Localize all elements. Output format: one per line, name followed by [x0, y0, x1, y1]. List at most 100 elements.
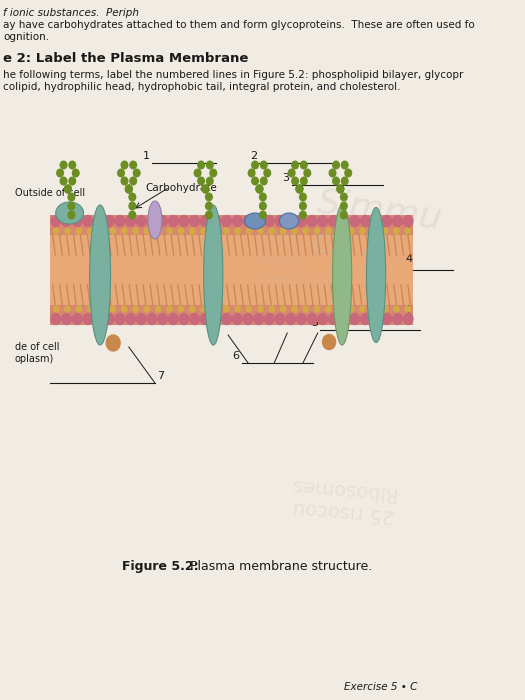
Circle shape	[129, 193, 135, 201]
Circle shape	[349, 306, 354, 312]
Circle shape	[360, 228, 365, 234]
Circle shape	[169, 216, 178, 227]
Circle shape	[83, 216, 92, 227]
Circle shape	[329, 314, 338, 325]
Circle shape	[51, 216, 60, 227]
Circle shape	[383, 228, 388, 234]
Circle shape	[265, 216, 274, 227]
Circle shape	[337, 186, 344, 192]
Circle shape	[246, 306, 251, 312]
Circle shape	[361, 216, 370, 227]
Text: 25 risocou
Ribosomes: 25 risocou Ribosomes	[287, 475, 397, 525]
Circle shape	[110, 228, 116, 234]
Circle shape	[65, 306, 70, 312]
Circle shape	[326, 306, 331, 312]
Circle shape	[248, 169, 255, 177]
Circle shape	[201, 228, 206, 234]
Circle shape	[104, 216, 114, 227]
Circle shape	[286, 314, 296, 325]
Circle shape	[72, 169, 79, 177]
Circle shape	[292, 228, 297, 234]
Circle shape	[129, 202, 135, 210]
Text: he following terms, label the numbered lines in Figure 5.2: phospholipid bilayer: he following terms, label the numbered l…	[4, 70, 464, 92]
Circle shape	[99, 228, 104, 234]
Circle shape	[371, 306, 376, 312]
Text: e 2: Label the Plasma Membrane: e 2: Label the Plasma Membrane	[4, 52, 249, 65]
Circle shape	[60, 177, 67, 185]
Circle shape	[51, 314, 60, 325]
Circle shape	[147, 216, 156, 227]
Circle shape	[211, 314, 221, 325]
Circle shape	[125, 186, 132, 192]
Circle shape	[198, 177, 204, 185]
Circle shape	[65, 186, 71, 192]
Circle shape	[125, 186, 132, 192]
Circle shape	[202, 186, 209, 192]
Circle shape	[394, 306, 399, 312]
Circle shape	[155, 306, 161, 312]
Circle shape	[201, 306, 206, 312]
Circle shape	[72, 314, 82, 325]
Circle shape	[337, 228, 342, 234]
Circle shape	[252, 161, 258, 169]
Circle shape	[318, 216, 328, 227]
Circle shape	[121, 161, 128, 169]
Text: Exercise 5 • C: Exercise 5 • C	[344, 682, 417, 692]
Circle shape	[264, 169, 270, 177]
Ellipse shape	[366, 207, 386, 342]
Circle shape	[68, 202, 75, 210]
Circle shape	[167, 306, 172, 312]
Circle shape	[106, 335, 120, 351]
Circle shape	[341, 211, 347, 219]
Circle shape	[62, 314, 71, 325]
Circle shape	[76, 306, 81, 312]
Circle shape	[69, 177, 76, 185]
Circle shape	[190, 306, 195, 312]
Circle shape	[178, 306, 184, 312]
Circle shape	[190, 216, 200, 227]
Circle shape	[360, 306, 365, 312]
Text: ay have carbohydrates attached to them and form glycoproteins.  These are often : ay have carbohydrates attached to them a…	[4, 20, 475, 30]
Circle shape	[233, 314, 242, 325]
Circle shape	[260, 161, 267, 169]
Circle shape	[129, 211, 135, 219]
Circle shape	[329, 169, 336, 177]
Circle shape	[280, 306, 286, 312]
Circle shape	[68, 193, 75, 201]
Circle shape	[233, 216, 242, 227]
Circle shape	[206, 177, 213, 185]
Circle shape	[297, 216, 306, 227]
Circle shape	[405, 306, 411, 312]
Circle shape	[60, 161, 67, 169]
Circle shape	[371, 216, 381, 227]
Circle shape	[121, 177, 128, 185]
Circle shape	[133, 169, 140, 177]
Circle shape	[201, 216, 210, 227]
Circle shape	[211, 216, 221, 227]
Circle shape	[254, 314, 264, 325]
Ellipse shape	[279, 213, 299, 229]
Circle shape	[104, 314, 114, 325]
Circle shape	[265, 314, 274, 325]
Circle shape	[296, 186, 303, 192]
Text: 2: 2	[250, 151, 257, 161]
Circle shape	[259, 193, 266, 201]
Circle shape	[222, 216, 232, 227]
Circle shape	[169, 314, 178, 325]
Ellipse shape	[148, 201, 162, 239]
Text: oplasm): oplasm)	[15, 354, 54, 364]
Circle shape	[69, 161, 76, 169]
Circle shape	[243, 216, 253, 227]
Circle shape	[341, 202, 347, 210]
Circle shape	[300, 161, 307, 169]
Text: ognition.: ognition.	[4, 32, 49, 42]
Circle shape	[83, 314, 92, 325]
Circle shape	[179, 216, 188, 227]
Circle shape	[202, 186, 209, 192]
Circle shape	[194, 169, 201, 177]
Circle shape	[118, 169, 124, 177]
Text: 1: 1	[143, 151, 150, 161]
Text: de of cell: de of cell	[15, 342, 59, 352]
Circle shape	[382, 216, 392, 227]
Circle shape	[254, 216, 264, 227]
